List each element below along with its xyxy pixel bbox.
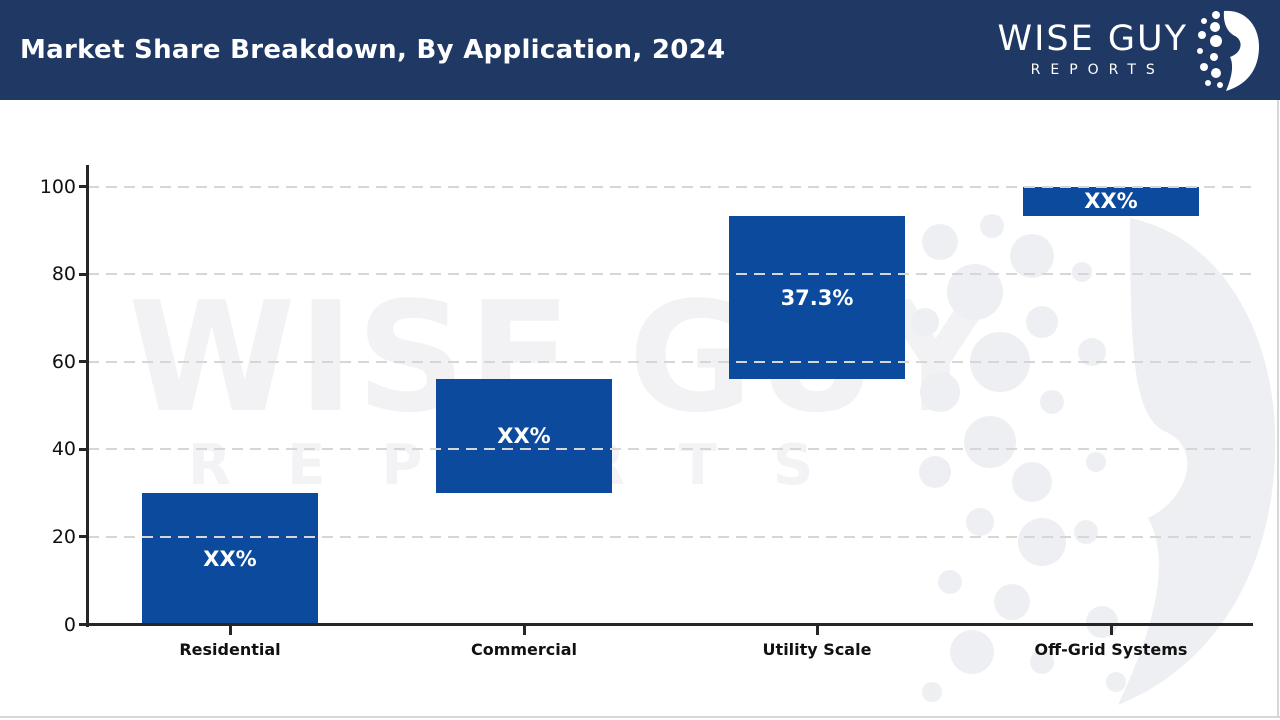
bar-commercial	[436, 379, 612, 494]
bar-residential	[142, 493, 318, 625]
y-tick-80	[79, 272, 88, 276]
y-tick-label-80: 80	[51, 263, 76, 286]
y-tick-0	[79, 623, 88, 626]
bar-utility-scale	[729, 215, 905, 380]
watermark-face-icon	[911, 214, 1276, 705]
y-tick-20	[79, 535, 88, 539]
y-tick-label-40: 40	[51, 438, 76, 461]
header-bar: Market Share Breakdown, By Application, …	[0, 0, 1280, 100]
wiseguy-face-icon	[1197, 10, 1260, 91]
right-border	[1277, 100, 1279, 716]
bar-value-label: XX%	[203, 546, 257, 571]
bar-value-label: XX%	[1084, 189, 1138, 214]
y-tick-label-0: 0	[63, 613, 76, 636]
page-title: Market Share Breakdown, By Application, …	[20, 35, 726, 65]
x-tick-0	[228, 626, 232, 635]
bar-value-label: XX%	[497, 424, 551, 449]
x-axis-line	[86, 623, 1253, 626]
gridline-80	[88, 273, 1253, 276]
logo-subtext: REPORTS	[1030, 62, 1165, 78]
y-tick-label-20: 20	[51, 525, 76, 548]
y-tick-100	[79, 185, 88, 188]
y-axis-line	[86, 165, 89, 627]
y-tick-label-60: 60	[51, 350, 76, 373]
y-tick-40	[79, 447, 88, 451]
x-tick-1	[522, 626, 526, 635]
gridline-40	[88, 448, 1253, 451]
brand-logo: WISE GUY REPORTS	[997, 7, 1262, 93]
x-tick-2	[815, 626, 819, 635]
y-tick-60	[79, 360, 88, 364]
gridline-20	[88, 535, 1253, 538]
x-category-label: Commercial	[470, 639, 578, 659]
logo-wordmark: WISE GUY	[997, 19, 1188, 59]
gridline-60	[88, 360, 1253, 363]
x-category-label: Residential	[179, 639, 281, 659]
gridline-100	[88, 185, 1253, 188]
bottom-border	[0, 716, 1280, 718]
y-tick-label-100: 100	[39, 175, 76, 198]
x-tick-3	[1109, 626, 1113, 635]
bar-value-label: 37.3%	[780, 285, 854, 310]
x-category-label: Utility Scale	[762, 639, 872, 659]
bar-off-grid-systems	[1023, 186, 1199, 216]
x-category-label: Off-Grid Systems	[1034, 639, 1188, 659]
